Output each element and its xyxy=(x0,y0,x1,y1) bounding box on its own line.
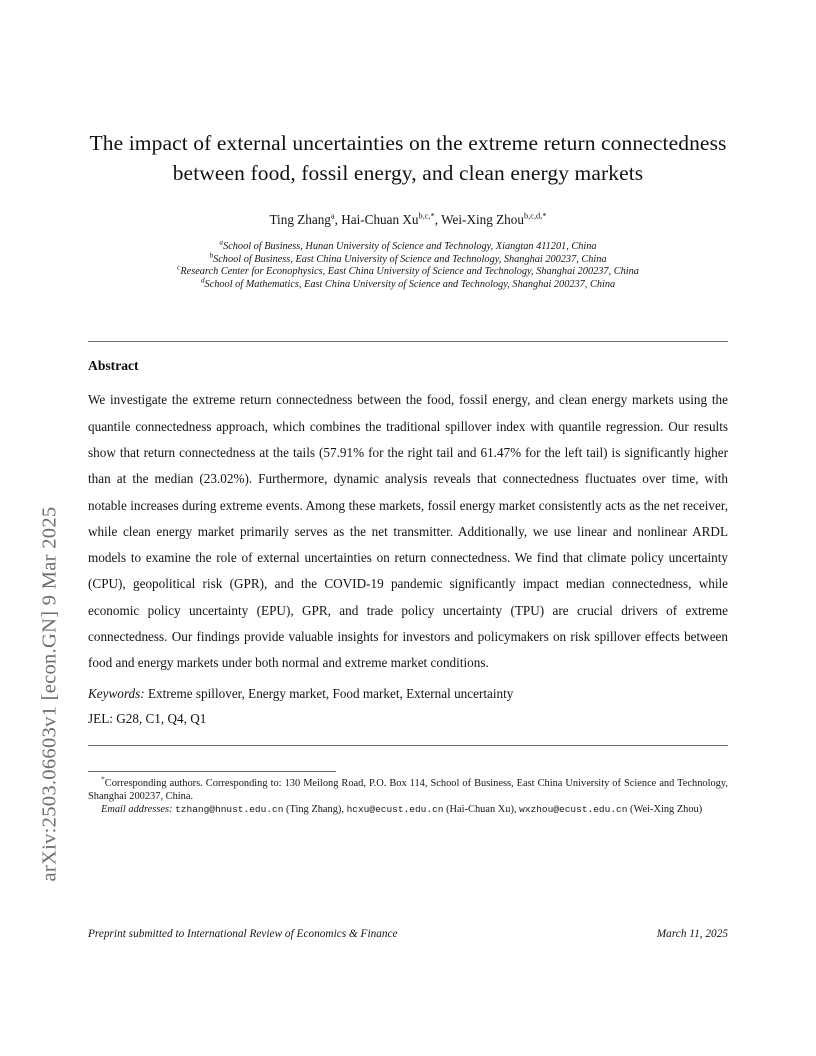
email-owner-2: (Hai-Chuan Xu), xyxy=(446,803,517,815)
keywords-value: Extreme spillover, Energy market, Food m… xyxy=(147,685,514,701)
abstract-bottom-divider xyxy=(88,744,728,746)
arxiv-stamp-text: arXiv:2503.06603v1 [econ.GN] 9 Mar 2025 xyxy=(38,506,61,882)
email-link-3[interactable]: wxzhou@ecust.edu.cn xyxy=(519,803,628,815)
affiliation-text: Research Center for Econophysics, East C… xyxy=(180,266,639,278)
author-name-2: Hai-Chuan Xu xyxy=(341,212,419,227)
abstract-heading: Abstract xyxy=(88,358,139,374)
affiliation-item: dSchool of Mathematics, East China Unive… xyxy=(88,276,728,292)
keywords-line: Keywords: Extreme spillover, Energy mark… xyxy=(88,681,728,706)
affiliation-marker: a xyxy=(219,237,224,247)
author-separator-2: , xyxy=(434,212,442,227)
author-name-1: Ting Zhang xyxy=(269,212,331,227)
email-link-1[interactable]: tzhang@hnust.edu.cn xyxy=(175,803,284,815)
abstract-top-divider xyxy=(88,341,728,343)
footnote-divider xyxy=(88,770,336,772)
affiliation-text: School of Mathematics, East China Univer… xyxy=(204,278,616,290)
author-separator-1: , xyxy=(334,212,342,227)
author-affil-marker-2: b,c,* xyxy=(418,211,435,221)
affiliation-marker: d xyxy=(200,275,205,285)
affiliation-text: School of Business, East China Universit… xyxy=(213,253,607,265)
abstract-text: We investigate the extreme return connec… xyxy=(88,392,728,671)
corresponding-author-note: *Corresponding authors. Corresponding to… xyxy=(88,774,728,803)
affiliation-marker: b xyxy=(209,250,214,260)
author-list: Ting Zhanga, Hai-Chuan Xub,c,*, Wei-Xing… xyxy=(88,212,728,228)
email-owner-1: (Ting Zhang), xyxy=(286,803,344,815)
paper-content: The impact of external uncertainties on … xyxy=(88,0,728,816)
author-name-3: Wei-Xing Zhou xyxy=(441,212,524,227)
arxiv-stamp: arXiv:2503.06603v1 [econ.GN] 9 Mar 2025 xyxy=(0,0,84,1056)
corresponding-text: Corresponding authors. Corresponding to:… xyxy=(88,777,728,802)
footnote-block: *Corresponding authors. Corresponding to… xyxy=(88,774,728,816)
corresponding-marker: * xyxy=(101,774,105,784)
submission-note: Preprint submitted to International Revi… xyxy=(88,928,398,940)
email-link-2[interactable]: hcxu@ecust.edu.cn xyxy=(346,803,444,815)
email-addresses-label: Email addresses: xyxy=(101,803,173,815)
page-footer: Preprint submitted to International Revi… xyxy=(88,928,728,940)
page-title: The impact of external uncertainties on … xyxy=(89,131,727,185)
email-owner-3: (Wei-Xing Zhou) xyxy=(630,803,703,815)
affiliation-item: aSchool of Business, Hunan University of… xyxy=(88,237,728,254)
affiliation-item: cResearch Center for Econophysics, East … xyxy=(88,262,728,279)
submission-date: March 11, 2025 xyxy=(656,928,728,940)
keywords-label: Keywords: xyxy=(88,685,145,701)
affiliation-item: bSchool of Business, East China Universi… xyxy=(88,251,728,267)
email-addresses-note: Email addresses: tzhang@hnust.edu.cn (Ti… xyxy=(88,803,728,816)
author-affil-marker-3: b,c,d,* xyxy=(523,211,547,221)
affiliation-marker: c xyxy=(177,262,181,272)
affiliation-list: aSchool of Business, Hunan University of… xyxy=(88,237,728,292)
affiliation-text: School of Business, Hunan University of … xyxy=(223,241,597,252)
jel-line: JEL: G28, C1, Q4, Q1 xyxy=(88,710,207,726)
author-affil-marker-1: a xyxy=(330,211,335,221)
